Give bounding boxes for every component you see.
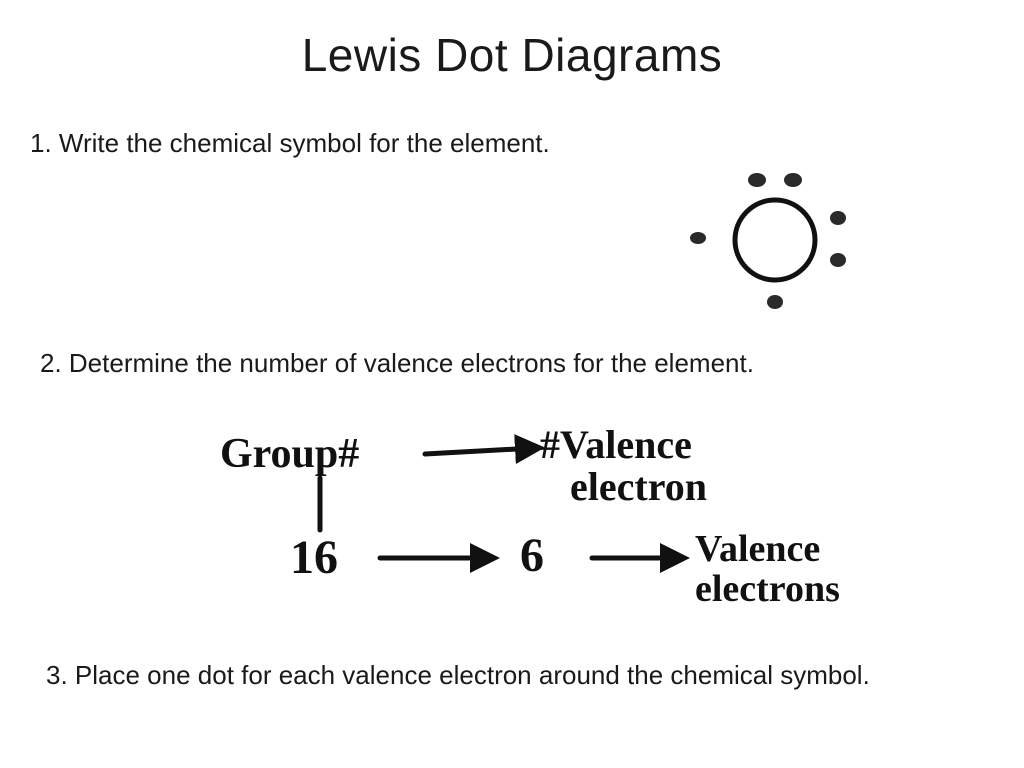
hand-valence-header-l2: electron xyxy=(570,464,707,509)
hand-valence-result-l1: Valence xyxy=(695,528,820,570)
hand-valence-header: #Valence electron xyxy=(540,424,707,508)
electron-dot xyxy=(767,295,783,309)
electron-dot xyxy=(690,232,706,244)
hand-valence-result-l2: electrons xyxy=(695,568,840,610)
hand-valence-count: 6 xyxy=(520,528,544,583)
electron-dot xyxy=(830,211,846,225)
hand-group-number: 16 xyxy=(290,530,338,585)
lewis-dot-diagram xyxy=(0,0,1024,768)
element-symbol-circle xyxy=(735,200,815,280)
electron-dot xyxy=(784,173,802,187)
electron-dot xyxy=(748,173,766,187)
electron-dot xyxy=(830,253,846,267)
hand-valence-result: Valence electrons xyxy=(695,530,840,610)
hand-valence-header-l1: #Valence xyxy=(540,422,692,467)
hand-group-label: Group# xyxy=(220,430,359,478)
